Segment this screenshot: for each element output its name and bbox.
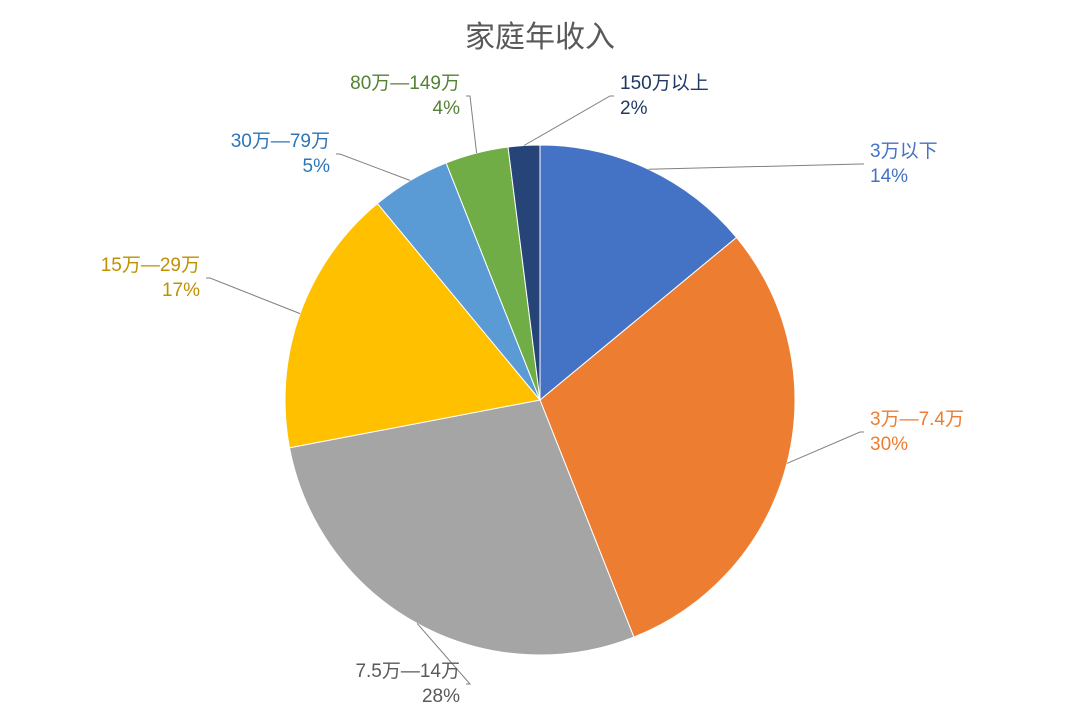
leader-line-80to149 [466, 96, 477, 153]
slice-label-name: 80万—149万 [350, 72, 460, 97]
slice-label-name: 30万—79万 [231, 130, 330, 155]
leader-line-gte150 [524, 96, 614, 146]
slice-label-30to79: 30万—79万5% [231, 130, 330, 179]
leader-line-15to29 [206, 278, 300, 314]
leader-line-lt3 [649, 164, 864, 169]
slice-label-7_5to14: 7.5万—14万28% [355, 660, 460, 709]
slice-label-gte150: 150万以上2% [620, 72, 709, 121]
slice-label-lt3: 3万以下14% [870, 140, 938, 189]
slice-label-15to29: 15万—29万17% [101, 254, 200, 303]
slice-label-percent: 30% [870, 433, 964, 458]
leader-line-3to7_4 [787, 432, 864, 463]
slice-label-percent: 5% [231, 155, 330, 180]
slice-label-name: 7.5万—14万 [355, 660, 460, 685]
slice-label-3to7_4: 3万—7.4万30% [870, 408, 964, 457]
slice-label-percent: 17% [101, 279, 200, 304]
slice-label-percent: 14% [870, 165, 938, 190]
slice-label-name: 3万—7.4万 [870, 408, 964, 433]
slice-label-percent: 4% [350, 97, 460, 122]
chart-title: 家庭年收入 [0, 12, 1080, 56]
leader-line-30to79 [336, 154, 410, 181]
pie-chart-svg [0, 0, 1080, 719]
slice-label-80to149: 80万—149万4% [350, 72, 460, 121]
slice-label-percent: 28% [355, 685, 460, 710]
pie-chart-container: 家庭年收入 3万以下14% 3万—7.4万30% 7.5万—14万28% 15万—29… [0, 0, 1080, 719]
slice-label-name: 150万以上 [620, 72, 709, 97]
slice-label-name: 15万—29万 [101, 254, 200, 279]
slice-label-percent: 2% [620, 97, 709, 122]
slice-label-name: 3万以下 [870, 140, 938, 165]
